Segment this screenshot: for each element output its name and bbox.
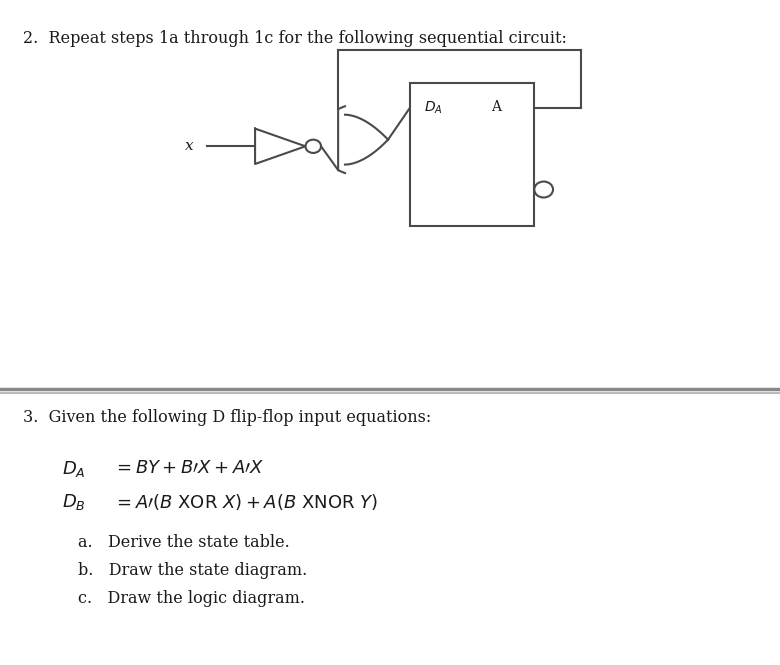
Text: 2.  Repeat steps 1a through 1c for the following sequential circuit:: 2. Repeat steps 1a through 1c for the fo… [23, 30, 567, 47]
Text: $D_B$: $D_B$ [62, 492, 86, 512]
Text: $D_A$: $D_A$ [62, 459, 86, 479]
Text: $= BY + B\prime X + A\prime X$: $= BY + B\prime X + A\prime X$ [113, 459, 264, 477]
Text: A: A [491, 100, 502, 114]
Text: $D_A$: $D_A$ [424, 100, 442, 116]
Text: 3.  Given the following D flip-flop input equations:: 3. Given the following D flip-flop input… [23, 409, 431, 426]
Text: c.   Draw the logic diagram.: c. Draw the logic diagram. [78, 590, 305, 607]
Text: $= A\prime(B\ \mathrm{XOR}\ X) + A(B\ \mathrm{XNOR}\ Y)$: $= A\prime(B\ \mathrm{XOR}\ X) + A(B\ \m… [113, 492, 378, 512]
Text: a.   Derive the state table.: a. Derive the state table. [78, 534, 289, 551]
Text: x: x [185, 139, 193, 154]
Text: b.   Draw the state diagram.: b. Draw the state diagram. [78, 562, 307, 579]
